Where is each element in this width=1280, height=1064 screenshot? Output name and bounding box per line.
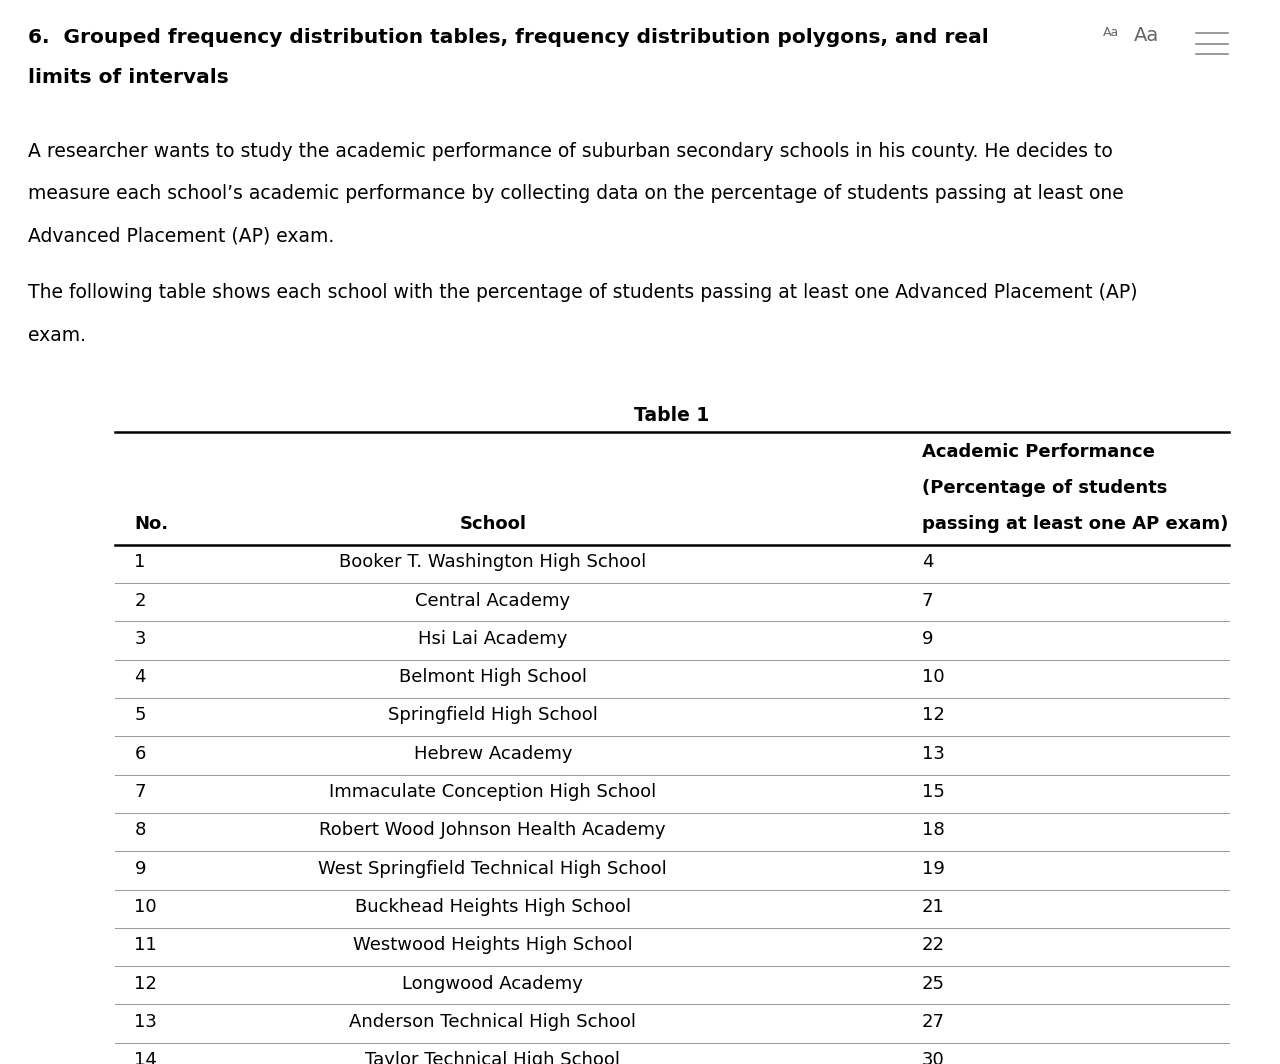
Text: Booker T. Washington High School: Booker T. Washington High School bbox=[339, 553, 646, 571]
Text: Table 1: Table 1 bbox=[635, 406, 709, 426]
Text: 3: 3 bbox=[134, 630, 146, 648]
Text: Central Academy: Central Academy bbox=[415, 592, 571, 610]
Text: 7: 7 bbox=[134, 783, 146, 801]
Text: 18: 18 bbox=[922, 821, 945, 839]
Text: Aa: Aa bbox=[1134, 26, 1160, 45]
Text: 6: 6 bbox=[134, 745, 146, 763]
Text: School: School bbox=[460, 515, 526, 533]
Text: 13: 13 bbox=[922, 745, 945, 763]
Text: 8: 8 bbox=[134, 821, 146, 839]
Text: 1: 1 bbox=[134, 553, 146, 571]
Text: Academic Performance: Academic Performance bbox=[922, 443, 1155, 461]
Text: 22: 22 bbox=[922, 936, 945, 954]
Text: No.: No. bbox=[134, 515, 169, 533]
Text: 21: 21 bbox=[922, 898, 945, 916]
Text: 9: 9 bbox=[922, 630, 933, 648]
Text: Buckhead Heights High School: Buckhead Heights High School bbox=[355, 898, 631, 916]
Text: Advanced Placement (AP) exam.: Advanced Placement (AP) exam. bbox=[28, 227, 334, 246]
Text: The following table shows each school with the percentage of students passing at: The following table shows each school wi… bbox=[28, 283, 1138, 302]
Text: passing at least one AP exam): passing at least one AP exam) bbox=[922, 515, 1228, 533]
Text: 15: 15 bbox=[922, 783, 945, 801]
Text: measure each school’s academic performance by collecting data on the percentage : measure each school’s academic performan… bbox=[28, 184, 1124, 203]
Text: A researcher wants to study the academic performance of suburban secondary schoo: A researcher wants to study the academic… bbox=[28, 142, 1112, 161]
Text: 12: 12 bbox=[134, 975, 157, 993]
Text: 5: 5 bbox=[134, 706, 146, 725]
Text: 27: 27 bbox=[922, 1013, 945, 1031]
Text: 4: 4 bbox=[134, 668, 146, 686]
Text: 11: 11 bbox=[134, 936, 157, 954]
Text: 4: 4 bbox=[922, 553, 933, 571]
Text: 6.  Grouped frequency distribution tables, frequency distribution polygons, and : 6. Grouped frequency distribution tables… bbox=[28, 28, 989, 47]
Text: Westwood Heights High School: Westwood Heights High School bbox=[353, 936, 632, 954]
Text: (Percentage of students: (Percentage of students bbox=[922, 479, 1167, 497]
Text: 19: 19 bbox=[922, 860, 945, 878]
Text: 2: 2 bbox=[134, 592, 146, 610]
Text: Hsi Lai Academy: Hsi Lai Academy bbox=[419, 630, 567, 648]
Text: 12: 12 bbox=[922, 706, 945, 725]
Text: 30: 30 bbox=[922, 1051, 945, 1064]
Text: 13: 13 bbox=[134, 1013, 157, 1031]
Text: Taylor Technical High School: Taylor Technical High School bbox=[365, 1051, 621, 1064]
Text: Hebrew Academy: Hebrew Academy bbox=[413, 745, 572, 763]
Text: Springfield High School: Springfield High School bbox=[388, 706, 598, 725]
Text: West Springfield Technical High School: West Springfield Technical High School bbox=[319, 860, 667, 878]
Text: Immaculate Conception High School: Immaculate Conception High School bbox=[329, 783, 657, 801]
Text: Aa: Aa bbox=[1103, 26, 1120, 38]
Text: 10: 10 bbox=[134, 898, 157, 916]
Text: 10: 10 bbox=[922, 668, 945, 686]
Text: 7: 7 bbox=[922, 592, 933, 610]
Text: Longwood Academy: Longwood Academy bbox=[402, 975, 584, 993]
Text: 14: 14 bbox=[134, 1051, 157, 1064]
Text: 25: 25 bbox=[922, 975, 945, 993]
Text: exam.: exam. bbox=[28, 326, 86, 345]
Text: Anderson Technical High School: Anderson Technical High School bbox=[349, 1013, 636, 1031]
Text: 9: 9 bbox=[134, 860, 146, 878]
Text: limits of intervals: limits of intervals bbox=[28, 68, 229, 87]
Text: Robert Wood Johnson Health Academy: Robert Wood Johnson Health Academy bbox=[320, 821, 666, 839]
Text: Belmont High School: Belmont High School bbox=[399, 668, 586, 686]
